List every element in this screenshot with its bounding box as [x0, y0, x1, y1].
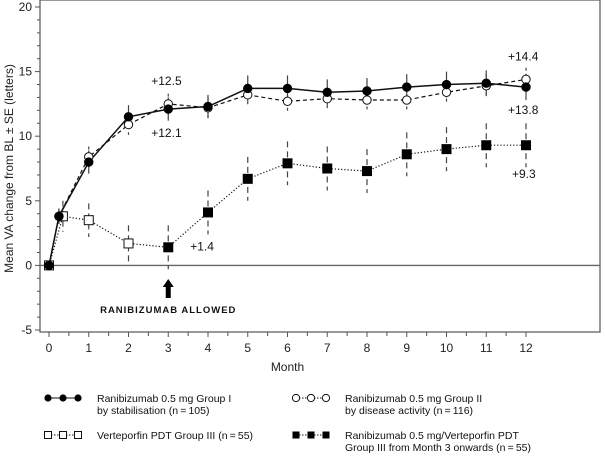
x-tick-label: 2: [125, 341, 132, 355]
legend: Ranibizumab 0.5 mg Group Iby stabilisati…: [44, 393, 531, 454]
data-point: [441, 87, 452, 97]
data-label: +12.1: [151, 126, 182, 140]
legend-label: by stabilisation (n = 105): [97, 405, 209, 417]
data-point: [521, 82, 531, 92]
legend-marker: [322, 431, 330, 439]
data-point: [243, 83, 253, 94]
data-point: [84, 157, 94, 167]
x-tick-label: 8: [364, 341, 371, 355]
legend-marker: [59, 431, 67, 439]
x-tick-label: 6: [284, 341, 291, 355]
data-point: [123, 238, 134, 249]
legend-marker: [321, 393, 331, 403]
legend-item: Verteporfin PDT Group III (n = 55): [44, 430, 253, 442]
x-axis-label: Month: [271, 360, 304, 374]
legend-marker: [44, 394, 52, 402]
data-point: [401, 149, 412, 160]
data-point: [54, 211, 64, 222]
data-point: [322, 87, 332, 97]
data-point: [123, 112, 134, 122]
data-label: +9.3: [512, 167, 536, 181]
x-tick-label: 5: [244, 341, 251, 355]
x-tick-label: 3: [165, 341, 172, 355]
data-point: [521, 74, 531, 85]
data-point: [203, 207, 213, 218]
x-tick-label: 11: [480, 341, 493, 355]
legend-item: Ranibizumab 0.5 mg/Verteporfin PDTGroup …: [292, 430, 531, 454]
legend-marker: [292, 431, 300, 439]
data-point: [362, 166, 372, 177]
data-point: [362, 86, 372, 96]
data-point: [203, 101, 213, 112]
x-tick-label: 0: [46, 341, 53, 355]
legend-label: Ranibizumab 0.5 mg/Verteporfin PDT: [345, 430, 520, 442]
data-point: [163, 242, 174, 253]
ranibizumab-allowed-callout: RANIBIZUMAB ALLOWED: [100, 305, 236, 316]
x-tick-label: 4: [205, 341, 212, 355]
data-point: [481, 78, 491, 88]
y-tick-label: 5: [25, 194, 32, 208]
data-point: [163, 104, 173, 114]
y-tick-label: -5: [21, 323, 32, 337]
data-label: +12.5: [151, 74, 182, 88]
data-point: [402, 82, 412, 92]
data-point: [123, 119, 134, 130]
data-point: [441, 79, 452, 90]
legend-marker: [74, 394, 82, 402]
arrow-up-icon: [162, 279, 174, 298]
x-tick-label: 1: [85, 341, 92, 355]
data-point: [282, 83, 293, 94]
series-markers: [44, 74, 531, 271]
legend-marker: [291, 393, 301, 403]
data-point: [83, 215, 94, 226]
data-point: [362, 95, 372, 105]
data-point: [441, 144, 452, 155]
data-label: +14.4: [508, 49, 539, 63]
y-tick-label: 20: [19, 0, 33, 14]
x-tick-label: 7: [324, 341, 331, 355]
x-tick-label: 10: [440, 341, 454, 355]
annotations: +12.5 +12.1 +1.4 +14.4 +13.8 +9.3 RANIBIZUMAB …: [100, 49, 539, 316]
data-point: [282, 158, 293, 169]
data-point: [242, 173, 253, 184]
y-tick-label: 10: [19, 129, 33, 143]
legend-marker: [59, 394, 67, 402]
data-point: [322, 163, 333, 174]
legend-marker: [44, 431, 52, 439]
y-tick-label: 15: [19, 65, 33, 79]
plot-frame: [39, 0, 601, 333]
data-label: +13.8: [508, 103, 539, 117]
y-axis-label: Mean VA change from BL ± SE (letters): [2, 64, 16, 273]
legend-label: Ranibizumab 0.5 mg Group I: [97, 393, 231, 405]
legend-item: Ranibizumab 0.5 mg Group Iby stabilisati…: [44, 393, 231, 417]
data-point: [521, 140, 531, 151]
data-point: [402, 95, 412, 105]
legend-marker: [306, 393, 316, 403]
x-tick-label: 12: [519, 341, 533, 355]
data-point: [44, 260, 54, 271]
legend-marker: [307, 431, 315, 439]
legend-label: Group III from Month 3 onwards (n = 55): [345, 442, 531, 454]
data-point: [282, 96, 293, 107]
data-label: +1.4: [190, 239, 214, 253]
series-line: [48, 82, 527, 266]
x-tick-label: 9: [403, 341, 410, 355]
legend-label: Ranibizumab 0.5 mg Group II: [345, 393, 482, 405]
data-point: [481, 140, 492, 151]
series-line: [167, 144, 526, 248]
y-tick-label: 0: [25, 258, 32, 272]
legend-marker: [74, 431, 82, 439]
legend-label: Verteporfin PDT Group III (n = 55): [97, 430, 253, 442]
series-line: [48, 215, 169, 266]
legend-label: by disease activity (n = 116): [345, 405, 473, 417]
